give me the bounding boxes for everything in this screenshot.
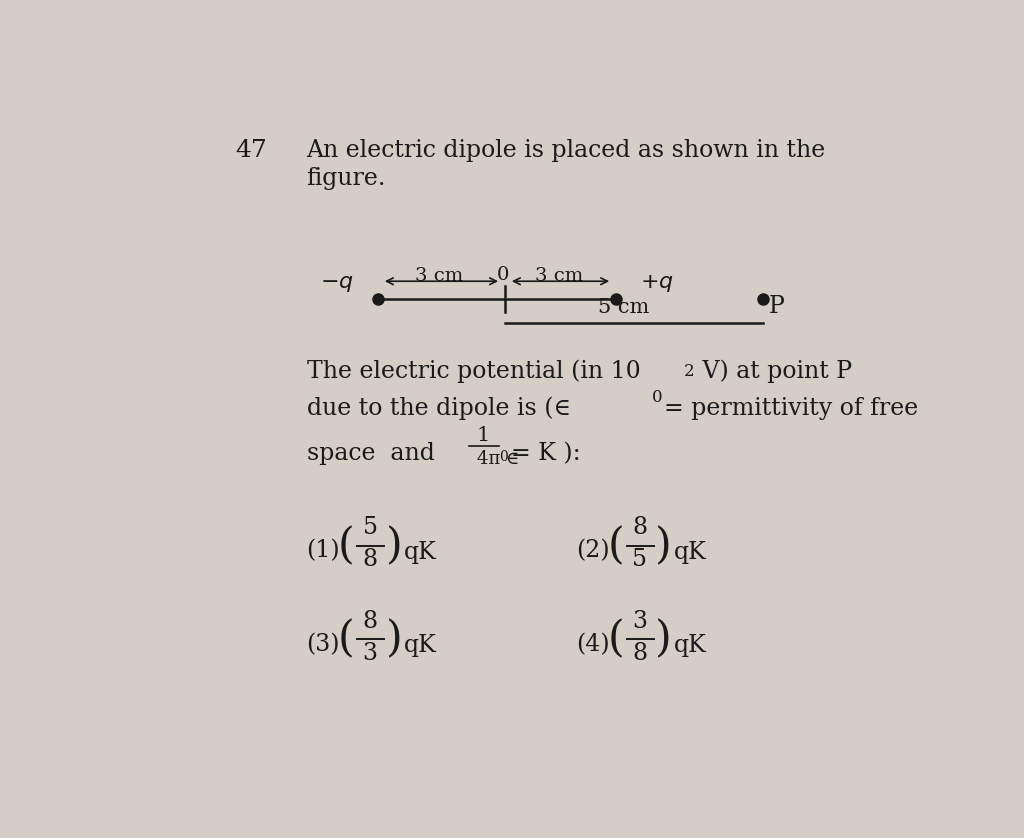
Text: space  and: space and (306, 442, 434, 465)
Text: 8: 8 (632, 516, 647, 540)
Text: (1): (1) (306, 540, 340, 562)
Text: (: ( (607, 618, 625, 660)
Text: 47: 47 (236, 139, 267, 163)
Text: figure.: figure. (306, 167, 386, 190)
Text: 0: 0 (497, 266, 509, 284)
Text: P: P (769, 295, 785, 318)
Text: qK: qK (674, 634, 707, 657)
Text: 3: 3 (633, 610, 647, 633)
Text: qK: qK (674, 541, 707, 564)
Text: 8: 8 (362, 610, 378, 633)
Text: 5: 5 (633, 548, 647, 572)
Text: V) at point P: V) at point P (695, 360, 853, 384)
Text: An electric dipole is placed as shown in the: An electric dipole is placed as shown in… (306, 139, 825, 163)
Text: 8: 8 (362, 548, 378, 572)
Text: 3 cm: 3 cm (535, 267, 583, 285)
Text: ): ) (655, 618, 672, 660)
Text: 8: 8 (632, 642, 647, 665)
Text: 1: 1 (477, 427, 490, 445)
Text: (4): (4) (577, 633, 610, 656)
Text: (: ( (607, 525, 625, 566)
Text: = K ):: = K ): (511, 442, 581, 465)
Text: ): ) (385, 525, 402, 566)
Text: $-q$: $-q$ (321, 272, 354, 293)
Text: 4π ∈: 4π ∈ (477, 450, 519, 468)
Text: (3): (3) (306, 633, 340, 656)
Text: 0: 0 (652, 389, 663, 406)
Text: ): ) (655, 525, 672, 566)
Text: The electric potential (in 10: The electric potential (in 10 (306, 360, 640, 384)
Text: 5 cm: 5 cm (598, 297, 649, 317)
Text: ): ) (385, 618, 402, 660)
Text: due to the dipole is (∈: due to the dipole is (∈ (306, 396, 570, 421)
Text: 0: 0 (500, 450, 508, 464)
Text: qK: qK (404, 541, 437, 564)
Text: 3 cm: 3 cm (415, 267, 463, 285)
Text: = permittivity of free: = permittivity of free (664, 396, 918, 420)
Text: (: ( (338, 618, 354, 660)
Text: 3: 3 (362, 642, 378, 665)
Text: (: ( (338, 525, 354, 566)
Text: 5: 5 (362, 516, 378, 540)
Text: $+q$: $+q$ (640, 272, 674, 293)
Text: (2): (2) (577, 540, 610, 562)
Text: 2: 2 (684, 363, 694, 380)
Text: qK: qK (404, 634, 437, 657)
